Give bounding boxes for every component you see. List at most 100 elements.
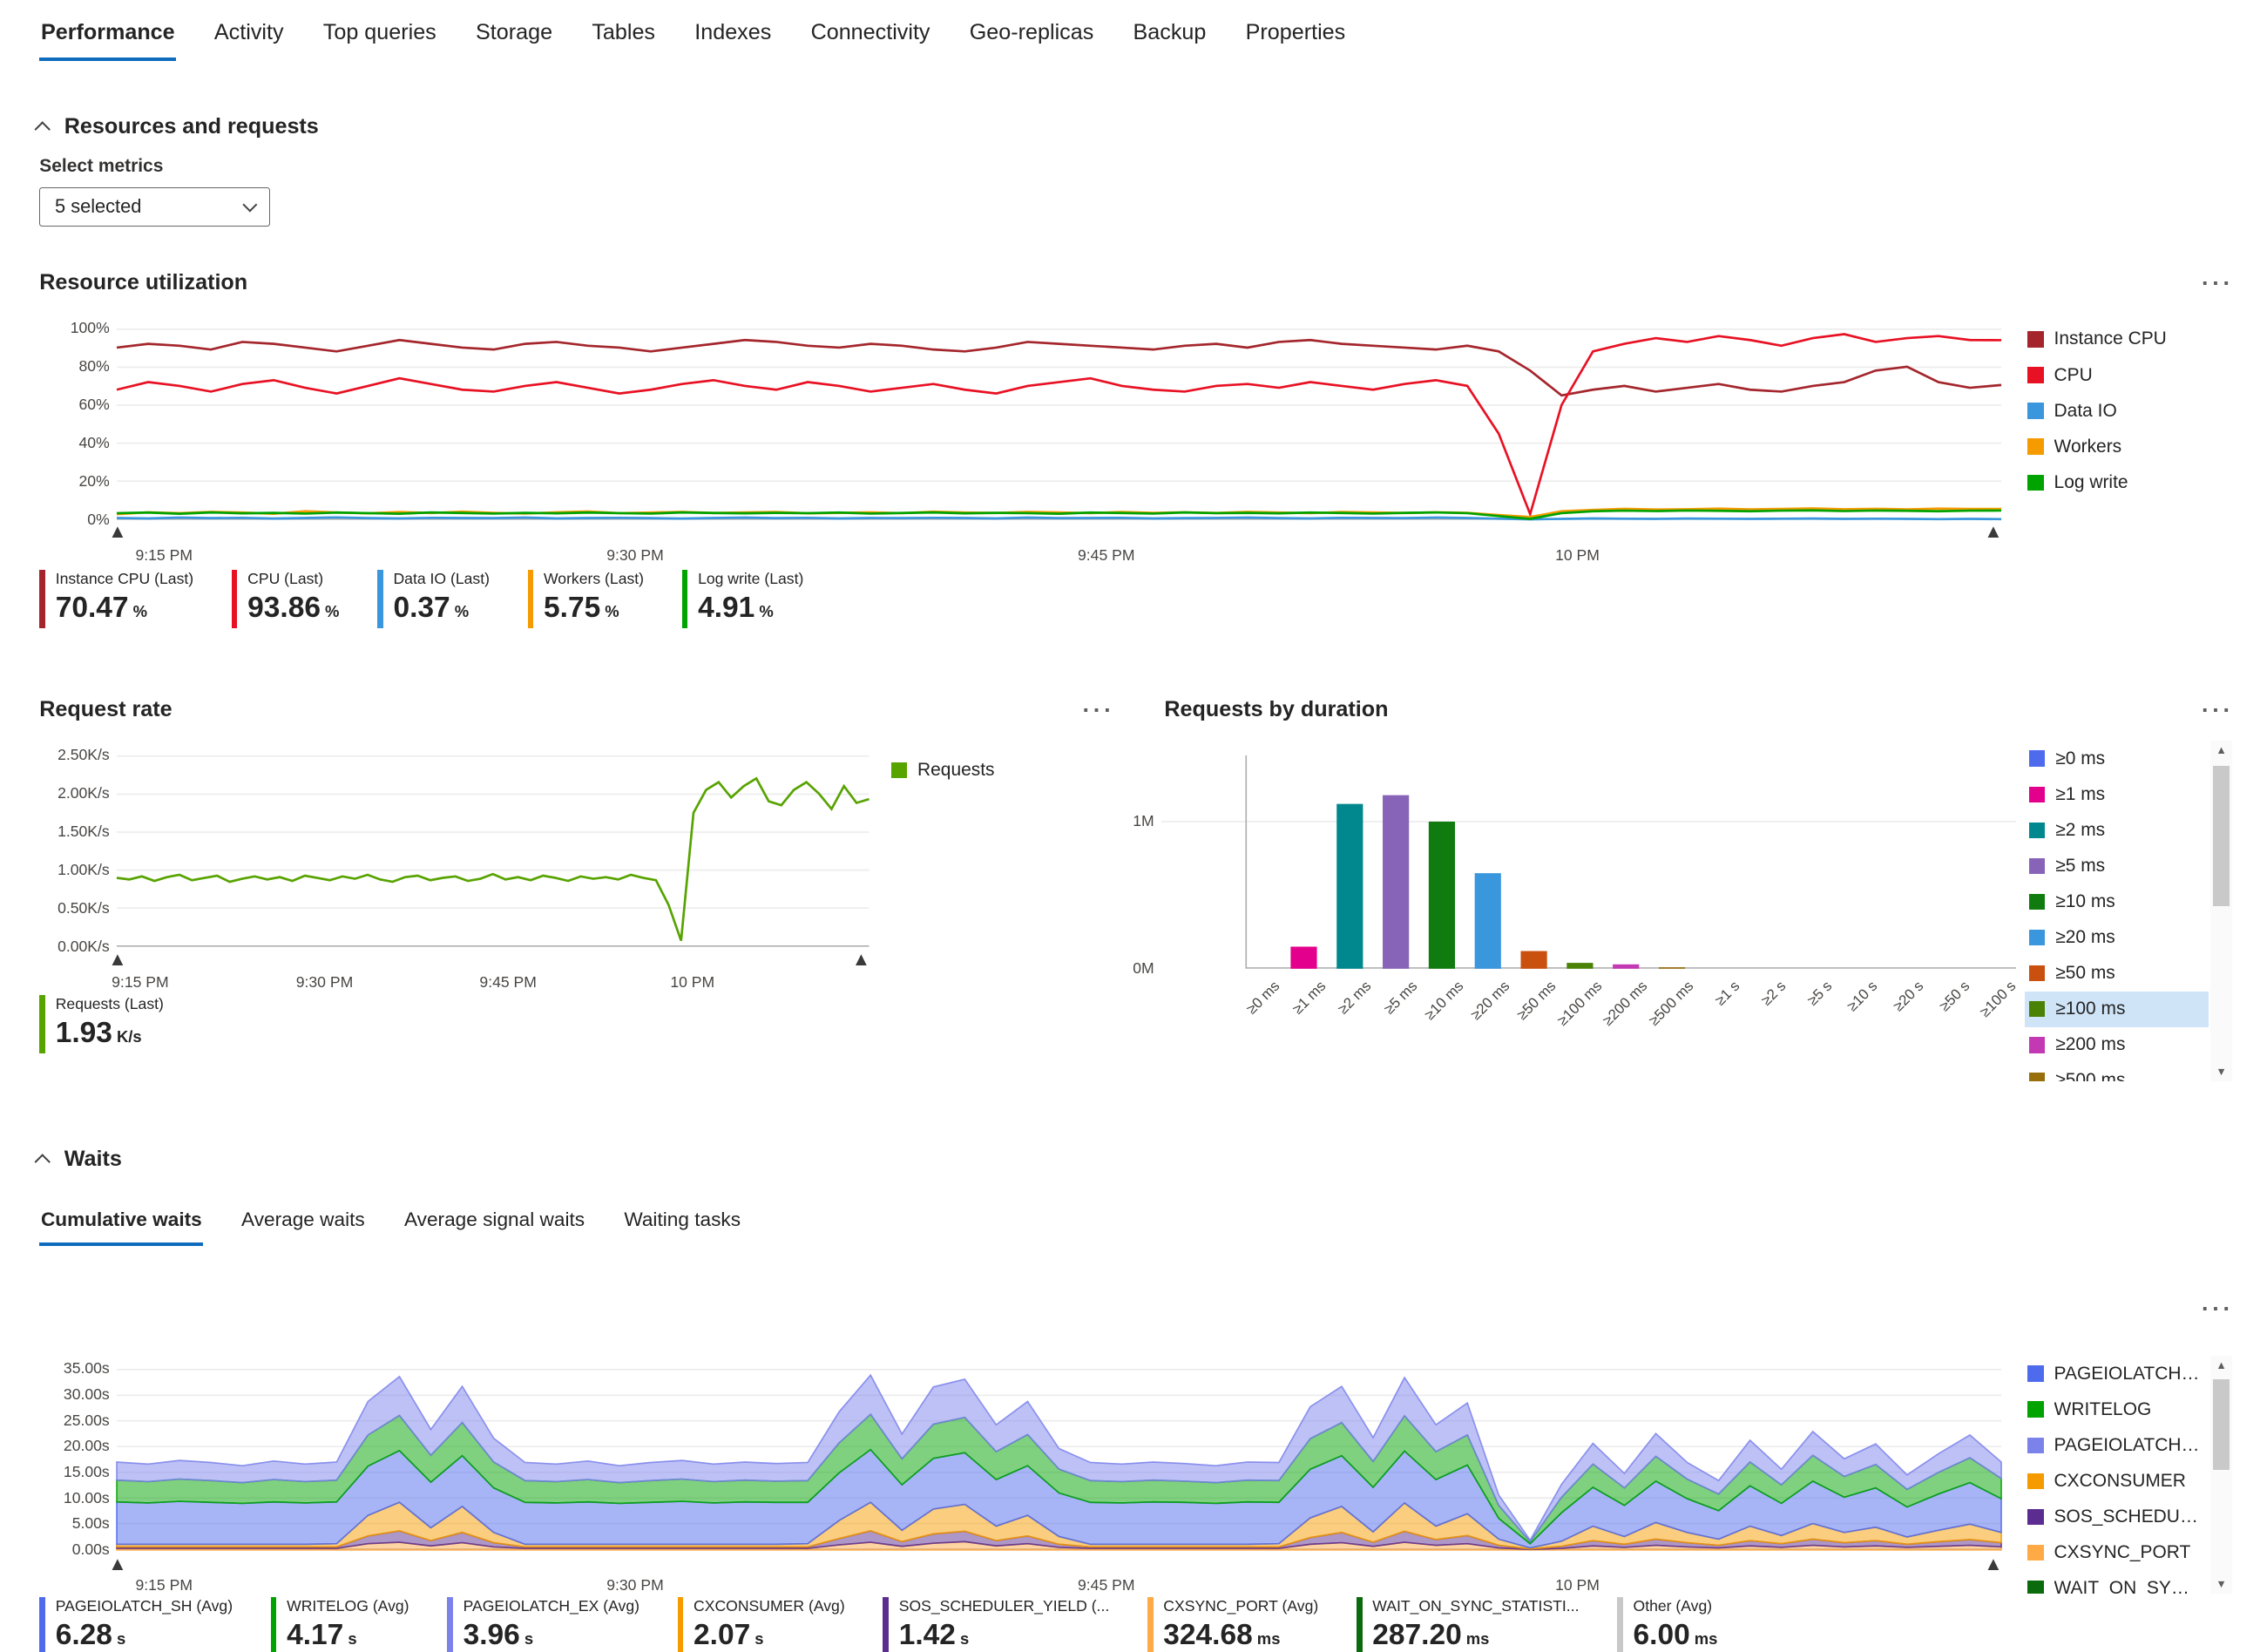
range-handle-left[interactable]: ▲ [108,1553,127,1575]
metric-card-body: Instance CPU (Last) 70.47% [56,570,193,628]
legend-item[interactable]: PAGEIOLATCH_SH [2023,1356,2207,1391]
x-axis-tick-label: ≥100 ms [1553,977,1605,1029]
range-handle-right[interactable]: ▲ [1984,519,2003,542]
legend-scrollbar[interactable]: ▲ ▼ [2209,741,2233,1081]
resources-section-title: Resources and requests [64,113,319,139]
y-axis-tick-label: 0.00s [71,1540,110,1559]
collapse-chevron-icon[interactable] [34,1154,51,1171]
scrollbar-thumb[interactable] [2213,1378,2230,1470]
metric-card-body: Requests (Last) 1.93 K/s [56,995,164,1053]
request-rate-plot [116,755,870,947]
tab-geo-replicas[interactable]: Geo-replicas [969,20,1094,45]
metric-card: CPU (Last) 93.86% [231,569,339,628]
metric-card-body: CXSYNC_PORT (Avg) 324.68 ms [1163,1597,1318,1652]
y-axis-tick-label: 0M [1133,958,1154,977]
legend-item[interactable]: Requests [887,753,1071,789]
metric-card-color-bar [39,569,45,628]
request-rate-legend: Requests [887,753,1071,791]
range-handle-right[interactable]: ▲ [1984,1553,2003,1575]
legend-item[interactable]: WRITELOG [2023,1391,2207,1427]
legend-item[interactable]: ≥5 ms [2025,848,2209,884]
legend-label: ≥1 ms [2055,783,2106,804]
legend-item[interactable]: SOS_SCHEDULER... [2023,1499,2207,1534]
metric-card-unit: % [454,601,470,620]
scroll-up-icon[interactable]: ▲ [2216,1358,2227,1371]
metric-card-value: 1.42 s [898,1618,970,1651]
range-handle-right[interactable]: ▲ [851,947,871,970]
range-handle-left[interactable]: ▲ [108,947,127,970]
tab-properties[interactable]: Properties [1245,20,1346,45]
metric-card-color-bar [377,569,383,628]
metric-card-value: 287.20 ms [1372,1618,1490,1651]
scroll-up-icon[interactable]: ▲ [2216,744,2227,757]
legend-item[interactable]: Workers [2023,429,2207,464]
legend-item[interactable]: CPU [2023,357,2207,393]
tab-connectivity[interactable]: Connectivity [810,20,930,45]
waits-tab-average-signal-waits[interactable]: Average signal waits [403,1208,585,1230]
legend-item[interactable]: ≥500 ms [2025,1063,2209,1081]
legend-item[interactable]: ≥1 ms [2025,776,2209,812]
legend-item[interactable]: CXSYNC_PORT [2023,1534,2207,1570]
tab-indexes[interactable]: Indexes [694,20,772,45]
legend-label: WAIT_ON_SYNC... [2054,1578,2201,1594]
legend-swatch [2027,367,2044,383]
tab-performance[interactable]: Performance [39,17,177,61]
x-axis-tick-label: 10 PM [670,972,715,991]
scroll-down-icon[interactable]: ▼ [2216,1065,2227,1078]
tab-storage[interactable]: Storage [476,20,553,45]
range-handle-left[interactable]: ▲ [108,519,127,542]
waits-section-header: Waits [34,1147,122,1172]
x-axis-tick-label: ≥10 ms [1421,977,1467,1023]
tab-tables[interactable]: Tables [592,20,655,45]
legend-label: Workers [2054,436,2122,457]
collapse-chevron-icon[interactable] [34,121,51,139]
legend-scrollbar[interactable]: ▲ ▼ [2209,1356,2233,1594]
x-axis-tick-label: ≥100 s [1976,977,2020,1020]
x-axis-tick-label: ≥2 s [1757,977,1790,1009]
scroll-down-icon[interactable]: ▼ [2216,1578,2227,1591]
scrollbar-thumb[interactable] [2213,765,2230,906]
metric-card: Workers (Last) 5.75% [527,569,644,628]
metric-card: Data IO (Last) 0.37% [377,569,490,628]
legend-item[interactable]: Instance CPU [2023,322,2207,357]
x-axis-tick-label: ≥2 ms [1335,977,1375,1018]
metric-card-label: PAGEIOLATCH_EX (Avg) [463,1596,639,1615]
legend-swatch [2029,822,2046,839]
waits-tab-average-waits[interactable]: Average waits [241,1208,365,1230]
more-options-button[interactable]: ··· [2196,1297,2239,1321]
legend-item[interactable]: ≥10 ms [2025,884,2209,919]
legend-item[interactable]: Log write [2023,464,2207,500]
legend-item[interactable]: Data IO [2023,393,2207,429]
waits-tab-cumulative-waits[interactable]: Cumulative waits [39,1205,204,1247]
metric-card: CXSYNC_PORT (Avg) 324.68 ms [1147,1596,1318,1652]
more-options-button[interactable]: ··· [2196,271,2239,295]
legend-item[interactable]: ≥100 ms [2025,991,2209,1027]
y-axis-tick-label: 60% [78,396,110,414]
x-axis-tick-label: 9:45 PM [479,972,537,991]
legend-item[interactable]: ≥0 ms [2025,741,2209,776]
metric-card-color-bar [447,1596,453,1652]
metric-card: Other (Avg) 6.00 ms [1617,1596,1718,1652]
metric-card-unit: s [116,1628,126,1648]
y-axis-tick-label: 80% [78,357,110,376]
legend-item[interactable]: ≥50 ms [2025,956,2209,992]
legend-item[interactable]: CXCONSUMER [2023,1463,2207,1499]
metric-card-body: Other (Avg) 6.00 ms [1634,1597,1718,1652]
more-options-button[interactable]: ··· [1077,698,1120,722]
tab-activity[interactable]: Activity [213,20,284,45]
tab-top-queries[interactable]: Top queries [322,20,436,45]
select-metrics-dropdown[interactable]: 5 selected [39,186,271,227]
legend-label: ≥10 ms [2055,890,2115,911]
legend-swatch [2027,1580,2044,1594]
legend-item[interactable]: ≥2 ms [2025,812,2209,848]
tab-backup[interactable]: Backup [1133,20,1207,45]
legend-item[interactable]: PAGEIOLATCH_EX [2023,1427,2207,1463]
metric-card-value: 70.47% [55,591,147,624]
legend-item[interactable]: WAIT_ON_SYNC... [2023,1571,2207,1594]
more-options-button[interactable]: ··· [2196,698,2239,722]
metric-card-unit: ms [1694,1628,1718,1648]
legend-item[interactable]: ≥20 ms [2025,920,2209,956]
waits-tab-waiting-tasks[interactable]: Waiting tasks [624,1208,741,1230]
legend-item[interactable]: ≥200 ms [2025,1027,2209,1063]
request-rate-title: Request rate [39,696,173,721]
